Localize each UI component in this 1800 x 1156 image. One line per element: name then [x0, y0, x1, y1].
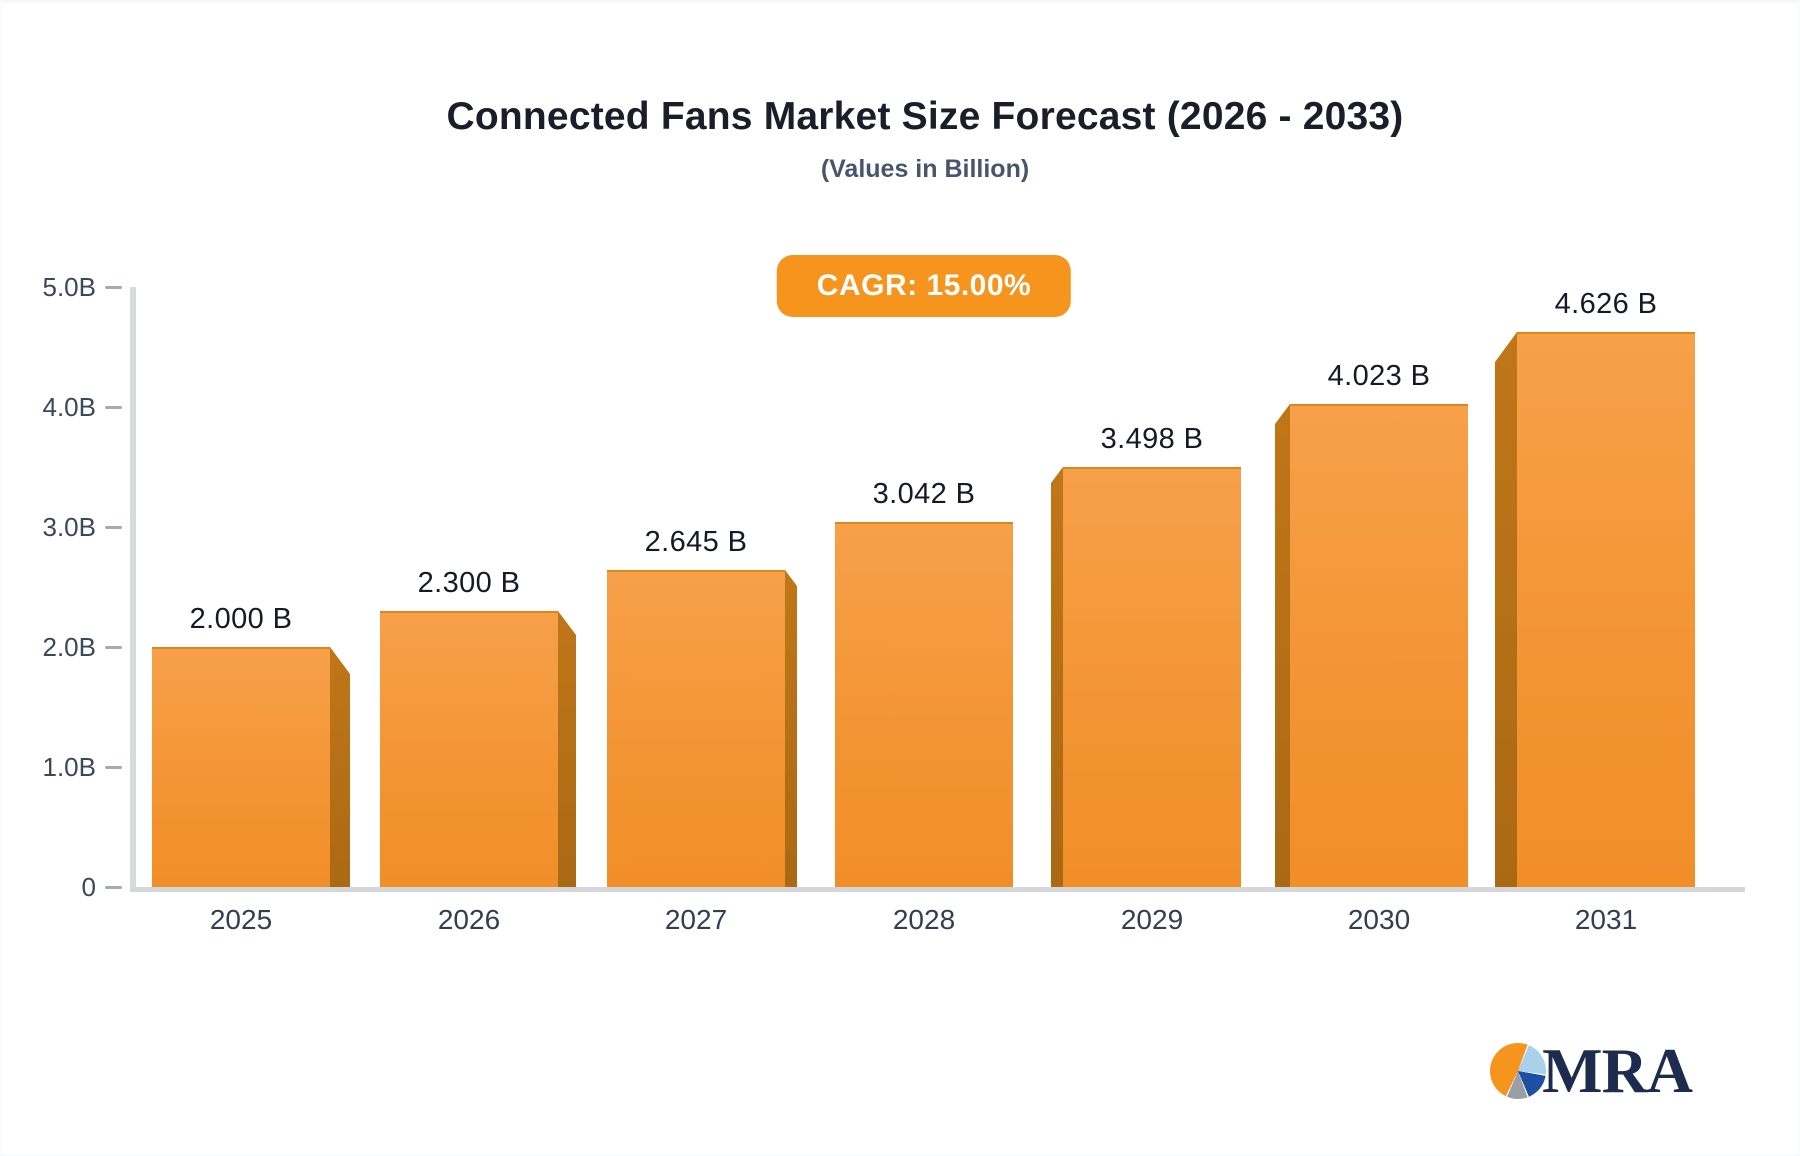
y-tick-label: 2.0B	[42, 632, 97, 662]
bar-chart: 5.0B 4.0B 3.0B 2.0B 1.0B 0 2.000 B 2025 2.300 B…	[2, 3, 1798, 1154]
logo-text: MRA	[1542, 1035, 1693, 1106]
y-tick-mark	[105, 766, 122, 769]
x-axis-line	[130, 887, 1745, 892]
x-axis-label: 2030	[1347, 904, 1411, 935]
bar-value-label: 3.498 B	[1100, 423, 1204, 455]
cagr-badge: CAGR: 15.00%	[776, 255, 1072, 317]
bar-side-3d	[558, 611, 576, 887]
x-axis-label: 2031	[1574, 904, 1638, 935]
bar-2031	[1517, 332, 1695, 887]
bar-2029	[1063, 467, 1241, 887]
x-axis-label: 2026	[437, 904, 501, 935]
chart-header: Connected Fans Market Size Forecast (202…	[2, 95, 1798, 184]
y-tick-label: 4.0B	[42, 392, 97, 422]
bar-side-3d	[785, 570, 797, 887]
bar-side-3d	[1495, 332, 1517, 887]
y-tick-mark	[105, 406, 122, 409]
pie-chart-logo-icon	[1490, 1043, 1547, 1099]
x-axis-label: 2025	[209, 904, 273, 935]
bar-value-label: 3.042 B	[872, 478, 976, 510]
y-tick-mark	[105, 646, 122, 649]
y-tick-mark	[105, 886, 122, 889]
x-axis-label: 2027	[664, 904, 728, 935]
bar-2028	[835, 522, 1013, 887]
x-axis-label: 2029	[1120, 904, 1184, 935]
y-tick-mark	[105, 526, 122, 529]
bar-side-3d	[1051, 467, 1063, 887]
bar-value-label: 2.645 B	[644, 526, 748, 558]
bar-side-3d	[1275, 404, 1290, 887]
y-tick-label: 3.0B	[42, 512, 97, 542]
x-axis-label: 2028	[892, 904, 956, 935]
chart-subtitle: (Values in Billion)	[820, 155, 1030, 183]
bar-value-label: 2.300 B	[417, 567, 521, 599]
y-tick-label: 0	[81, 872, 96, 902]
y-axis-line	[130, 287, 136, 888]
mra-logo: MRA	[1490, 1035, 1693, 1106]
bar-2030	[1290, 404, 1468, 887]
page-title: Connected Fans Market Size Forecast (202…	[446, 95, 1404, 138]
bar-2026	[380, 611, 558, 887]
y-tick-mark	[105, 286, 122, 289]
bar-value-label: 4.023 B	[1327, 360, 1431, 392]
y-tick-label: 5.0B	[42, 272, 97, 302]
bar-side-3d	[330, 647, 350, 887]
bar-value-label: 4.626 B	[1554, 288, 1658, 320]
bar-2027	[607, 570, 785, 887]
bar-value-label: 2.000 B	[189, 603, 293, 635]
y-tick-label: 1.0B	[42, 752, 97, 782]
bar-2025	[152, 647, 330, 887]
